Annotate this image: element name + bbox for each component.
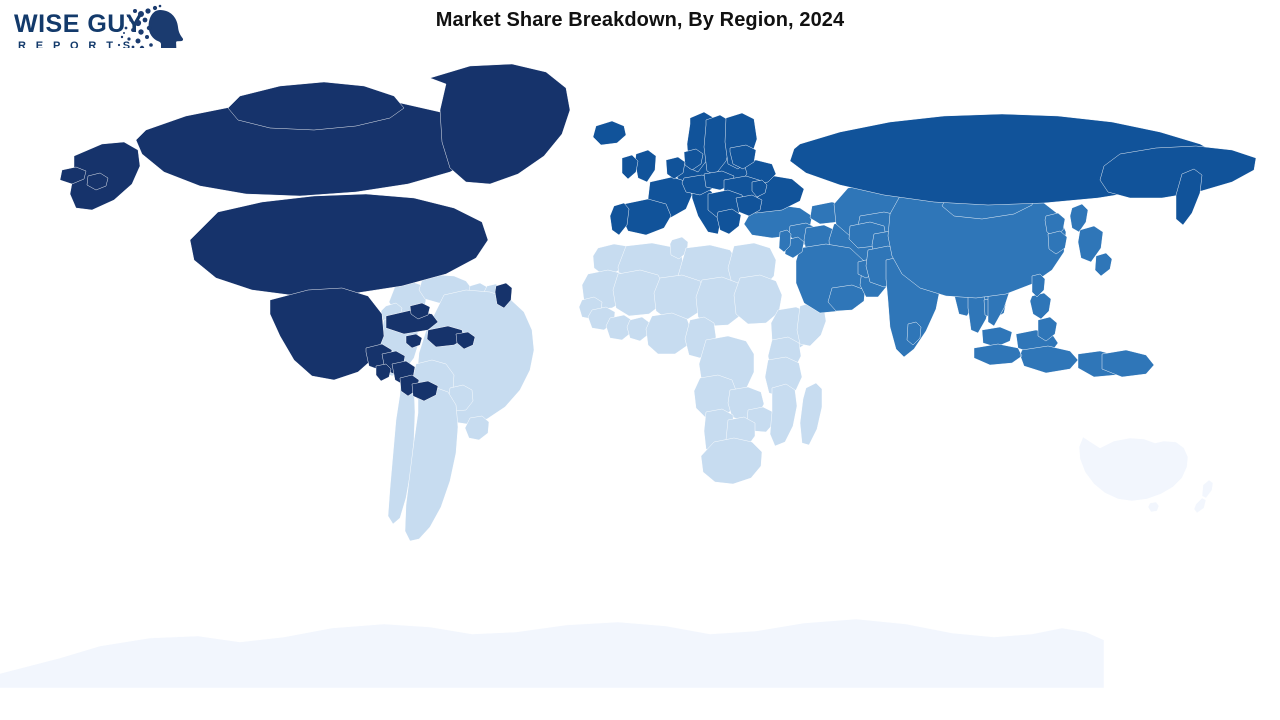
country-puerto-rico xyxy=(456,332,475,349)
country-russia-far-east xyxy=(1100,146,1256,198)
country-chad xyxy=(696,277,744,326)
region-asia-pacific xyxy=(744,181,1154,377)
world-choropleth-map xyxy=(0,48,1280,720)
country-spain xyxy=(622,199,671,235)
country-niger xyxy=(654,275,706,320)
country-moldova xyxy=(752,180,767,197)
country-south-africa xyxy=(701,438,762,484)
country-mexico xyxy=(270,288,384,380)
country-uruguay xyxy=(465,416,489,440)
country-argentina xyxy=(405,387,458,541)
country-french-guiana xyxy=(495,283,512,308)
country-madagascar xyxy=(800,383,822,445)
region-north-america xyxy=(60,64,570,401)
country-tasmania xyxy=(1148,502,1159,512)
region-south-america-africa xyxy=(378,237,826,541)
country-japan xyxy=(1070,204,1112,276)
world-map-svg xyxy=(0,48,1280,720)
country-usa xyxy=(190,194,488,296)
country-ireland xyxy=(622,155,638,179)
country-jamaica xyxy=(406,334,422,348)
country-ghana xyxy=(627,317,650,341)
country-australia xyxy=(1079,437,1188,501)
country-aleutians xyxy=(60,167,108,190)
country-indonesia xyxy=(974,344,1124,377)
head-silhouette-dots-icon xyxy=(117,4,184,52)
country-new-zealand xyxy=(1194,480,1213,513)
country-nigeria xyxy=(646,313,692,354)
country-philippines xyxy=(1030,293,1057,341)
country-panama xyxy=(412,381,438,401)
country-iceland xyxy=(593,121,626,145)
logo-line-1: WISE GUY xyxy=(14,10,143,38)
country-mozambique xyxy=(770,384,797,446)
country-tunisia xyxy=(670,237,688,259)
country-sweden xyxy=(704,115,732,175)
country-tanzania xyxy=(765,357,802,397)
country-baltics xyxy=(730,145,756,169)
country-taiwan xyxy=(1032,274,1045,297)
country-uk xyxy=(635,150,656,182)
country-sudan xyxy=(734,275,782,324)
page-title: Market Share Breakdown, By Region, 2024 xyxy=(435,9,845,31)
country-south-korea xyxy=(1048,231,1067,254)
country-denmark xyxy=(684,149,703,170)
country-el-salvador xyxy=(376,364,391,381)
country-antarctica xyxy=(0,619,1104,688)
country-bahamas xyxy=(410,303,430,319)
country-kamchatka xyxy=(1176,169,1202,225)
region-europe xyxy=(593,112,1256,235)
country-netherlands-belgium xyxy=(666,157,685,179)
country-greece xyxy=(717,209,741,234)
country-israel-lebanon xyxy=(779,230,791,252)
country-sri-lanka xyxy=(907,322,921,345)
country-canada-arctic-islands xyxy=(228,82,404,130)
country-greenland xyxy=(430,64,570,184)
country-portugal xyxy=(610,203,629,235)
country-bulgaria xyxy=(736,195,762,216)
region-rest-of-world xyxy=(0,437,1213,688)
country-yemen xyxy=(828,285,865,311)
country-papua-new-guinea xyxy=(1102,350,1154,377)
country-ivory-coast xyxy=(606,315,633,340)
country-mali xyxy=(613,270,665,316)
